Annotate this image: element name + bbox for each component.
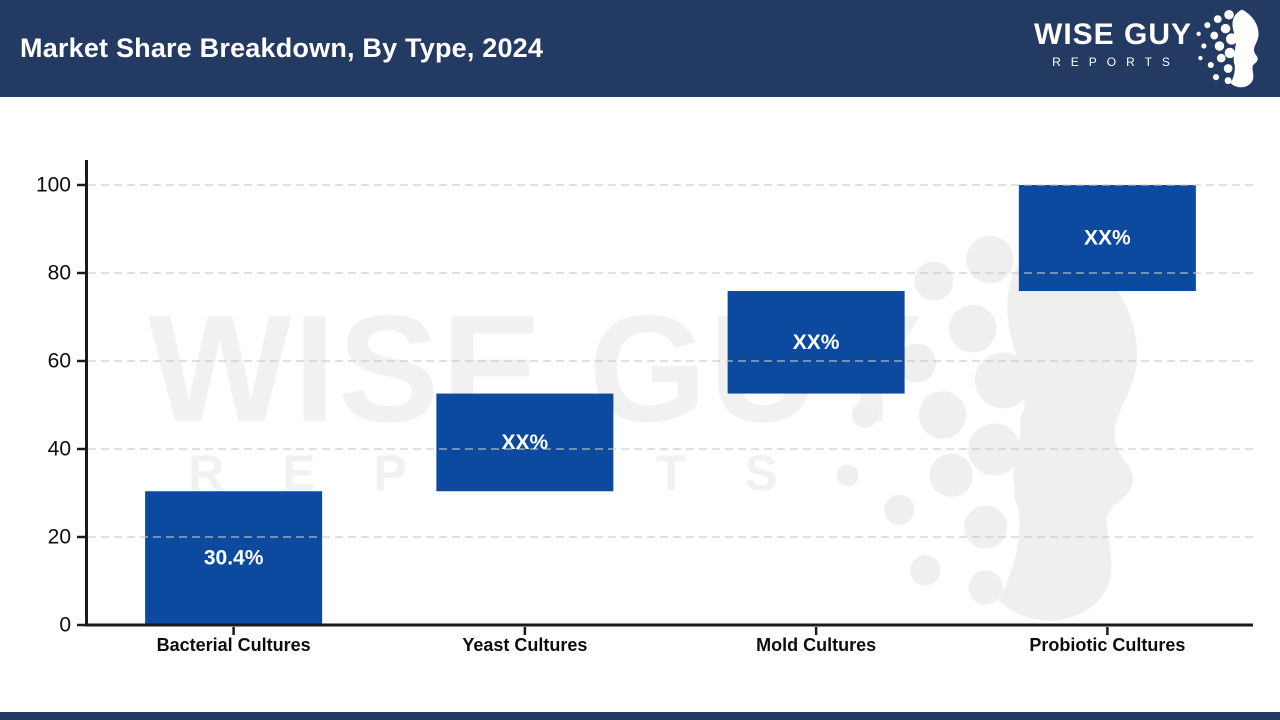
y-tick-label: 40 [48, 438, 71, 461]
bar-value-label: 30.4% [204, 547, 264, 570]
chart-title: Market Share Breakdown, By Type, 2024 [20, 33, 544, 63]
y-tick-label: 80 [48, 262, 71, 285]
logo-wordmark: WISE GUY [1034, 18, 1193, 51]
y-tick-label: 100 [36, 174, 71, 197]
bar-segment [727, 291, 905, 394]
logo-head-icon [1196, 9, 1259, 88]
category-label: Mold Cultures [756, 635, 876, 655]
header-bar: Market Share Breakdown, By Type, 2024 WI… [0, 0, 1280, 97]
bar-value-label: XX% [502, 431, 549, 454]
logo-text: WISE GUY REPORTS [1034, 18, 1192, 69]
y-tick-label: 20 [48, 526, 71, 549]
bar-segment [145, 491, 323, 625]
bar-value-label: XX% [793, 331, 840, 354]
category-label: Probiotic Cultures [1029, 635, 1185, 655]
category-label: Yeast Cultures [462, 635, 587, 655]
bar-value-label: XX% [1084, 227, 1131, 250]
wise-guy-reports-logo: WISE GUY REPORTS [1006, 4, 1268, 94]
logo-subtext: REPORTS [1052, 55, 1180, 69]
y-tick-label: 60 [48, 350, 71, 373]
y-tick-label: 0 [59, 614, 71, 637]
bar-segment [436, 393, 614, 492]
category-label: Bacterial Cultures [157, 635, 311, 655]
footer-bar [0, 712, 1280, 720]
